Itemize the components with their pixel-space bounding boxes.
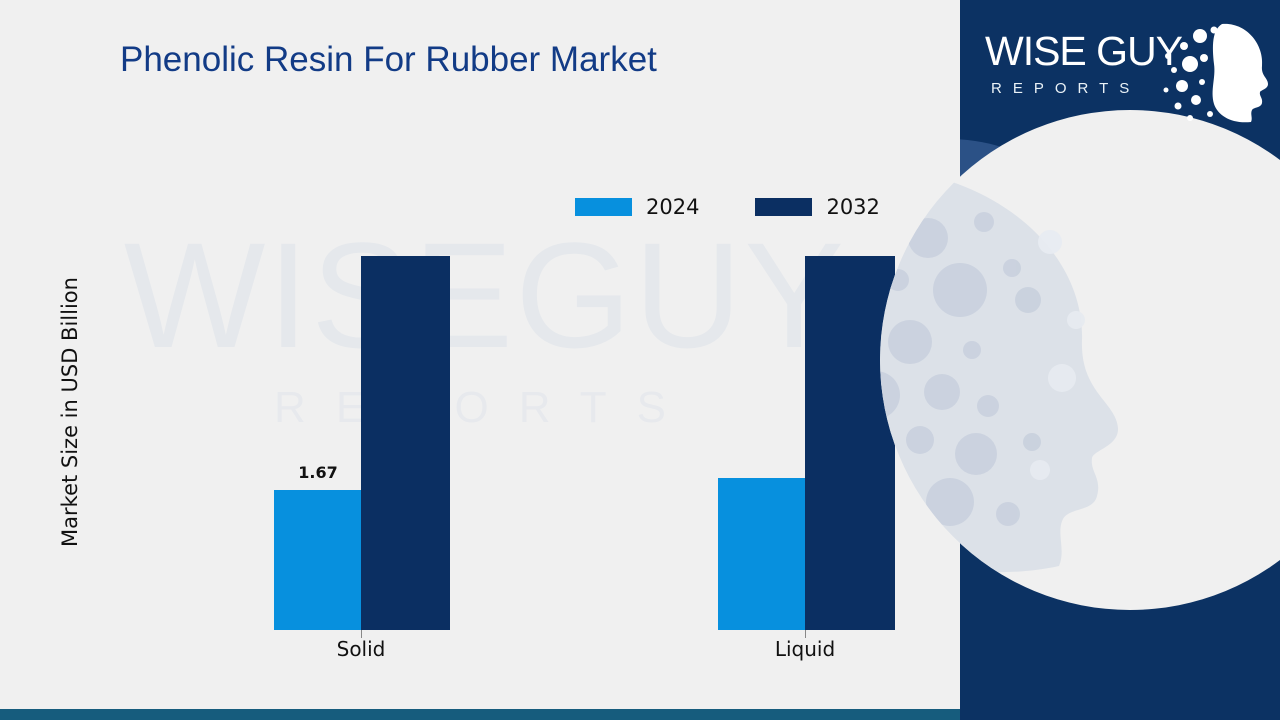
logo-head-icon (1163, 23, 1268, 123)
bar-solid-2024[interactable] (274, 490, 361, 630)
legend-label-2032: 2032 (826, 195, 880, 219)
logo-primary-text: WISE GUY (985, 28, 1183, 74)
tick-liquid (805, 630, 806, 638)
bar-liquid-2024[interactable] (718, 478, 805, 630)
legend-swatch-2024 (575, 198, 632, 216)
legend-item-2024[interactable]: 2024 (575, 195, 755, 219)
bar-solid-2032[interactable] (361, 256, 450, 630)
y-axis-label: Market Size in USD Billion (58, 277, 82, 547)
logo-secondary-text: REPORTS (991, 80, 1141, 97)
legend-swatch-2032 (755, 198, 813, 216)
legend-item-2032[interactable]: 2032 (755, 195, 935, 219)
tick-solid (361, 630, 362, 638)
chart-legend: 2024 2032 (575, 194, 936, 220)
category-label-liquid: Liquid (774, 637, 836, 661)
legend-label-2024: 2024 (646, 195, 700, 219)
brand-logo[interactable]: WISE GUY REPORTS (985, 23, 1268, 123)
bar-liquid-2032[interactable] (805, 256, 895, 630)
bottom-accent-strip (0, 709, 960, 720)
page-title: Phenolic Resin For Rubber Market (120, 40, 657, 79)
plot-area: Market Size in USD Billion 2024 2032 1.6… (58, 194, 936, 661)
bar-value-solid-2024: 1.67 (298, 463, 338, 482)
category-label-solid: Solid (336, 637, 386, 661)
